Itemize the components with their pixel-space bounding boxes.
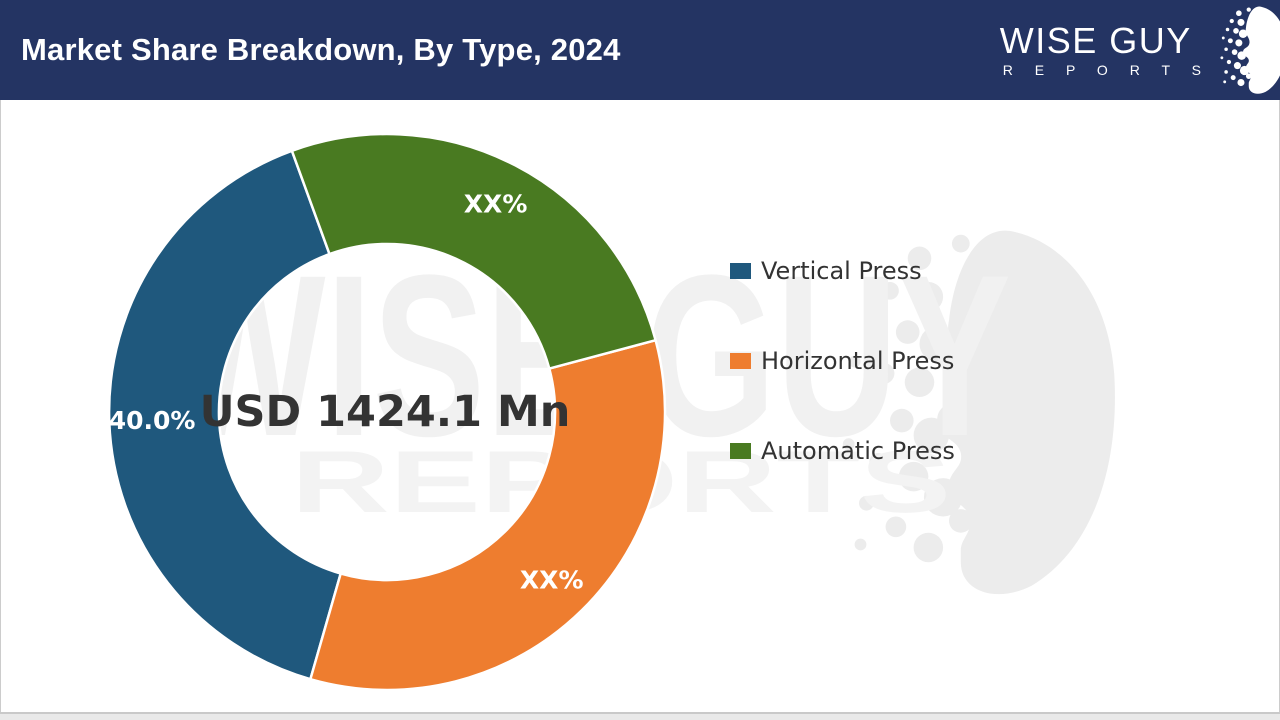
pie-slice-automatic-press <box>290 132 657 370</box>
legend-item-automatic-press: Automatic Press <box>730 431 955 471</box>
legend-item-horizontal-press: Horizontal Press <box>730 341 955 381</box>
brand-logo: WISE GUY R E P O R T S <box>1000 0 1280 100</box>
brand-subtitle: R E P O R T S <box>1002 61 1210 78</box>
slice-label-vertical-press: 40.0% <box>109 406 196 435</box>
pie-slice-horizontal-press <box>309 338 667 692</box>
center-value: USD 1424.1 Mn <box>200 387 571 437</box>
slice-label-horizontal-press: XX% <box>520 565 584 594</box>
legend-item-vertical-press: Vertical Press <box>730 251 955 291</box>
bottom-border-line <box>0 712 1280 714</box>
brand-name: WISE GUY <box>999 19 1192 61</box>
brand-logo-text: WISE GUY R E P O R T S <box>999 19 1210 78</box>
legend-item-label: Automatic Press <box>761 437 955 465</box>
legend-swatch <box>730 353 751 369</box>
dotted-face-profile-icon <box>1220 6 1280 94</box>
legend-swatch <box>730 263 751 279</box>
header-bar: Market Share Breakdown, By Type, 2024 WI… <box>0 0 1280 100</box>
slice-label-automatic-press: XX% <box>464 189 528 218</box>
legend-item-label: Horizontal Press <box>761 347 955 375</box>
footer-strip <box>0 714 1280 720</box>
legend-swatch <box>730 443 751 459</box>
pie-slice-vertical-press <box>107 149 342 681</box>
legend-item-label: Vertical Press <box>761 257 922 285</box>
donut-chart: 40.0% XX% XX% USD 1424.1 Mn <box>107 132 667 692</box>
chart-legend: Vertical Press Horizontal Press Automati… <box>730 251 955 471</box>
page-title: Market Share Breakdown, By Type, 2024 <box>21 32 621 67</box>
